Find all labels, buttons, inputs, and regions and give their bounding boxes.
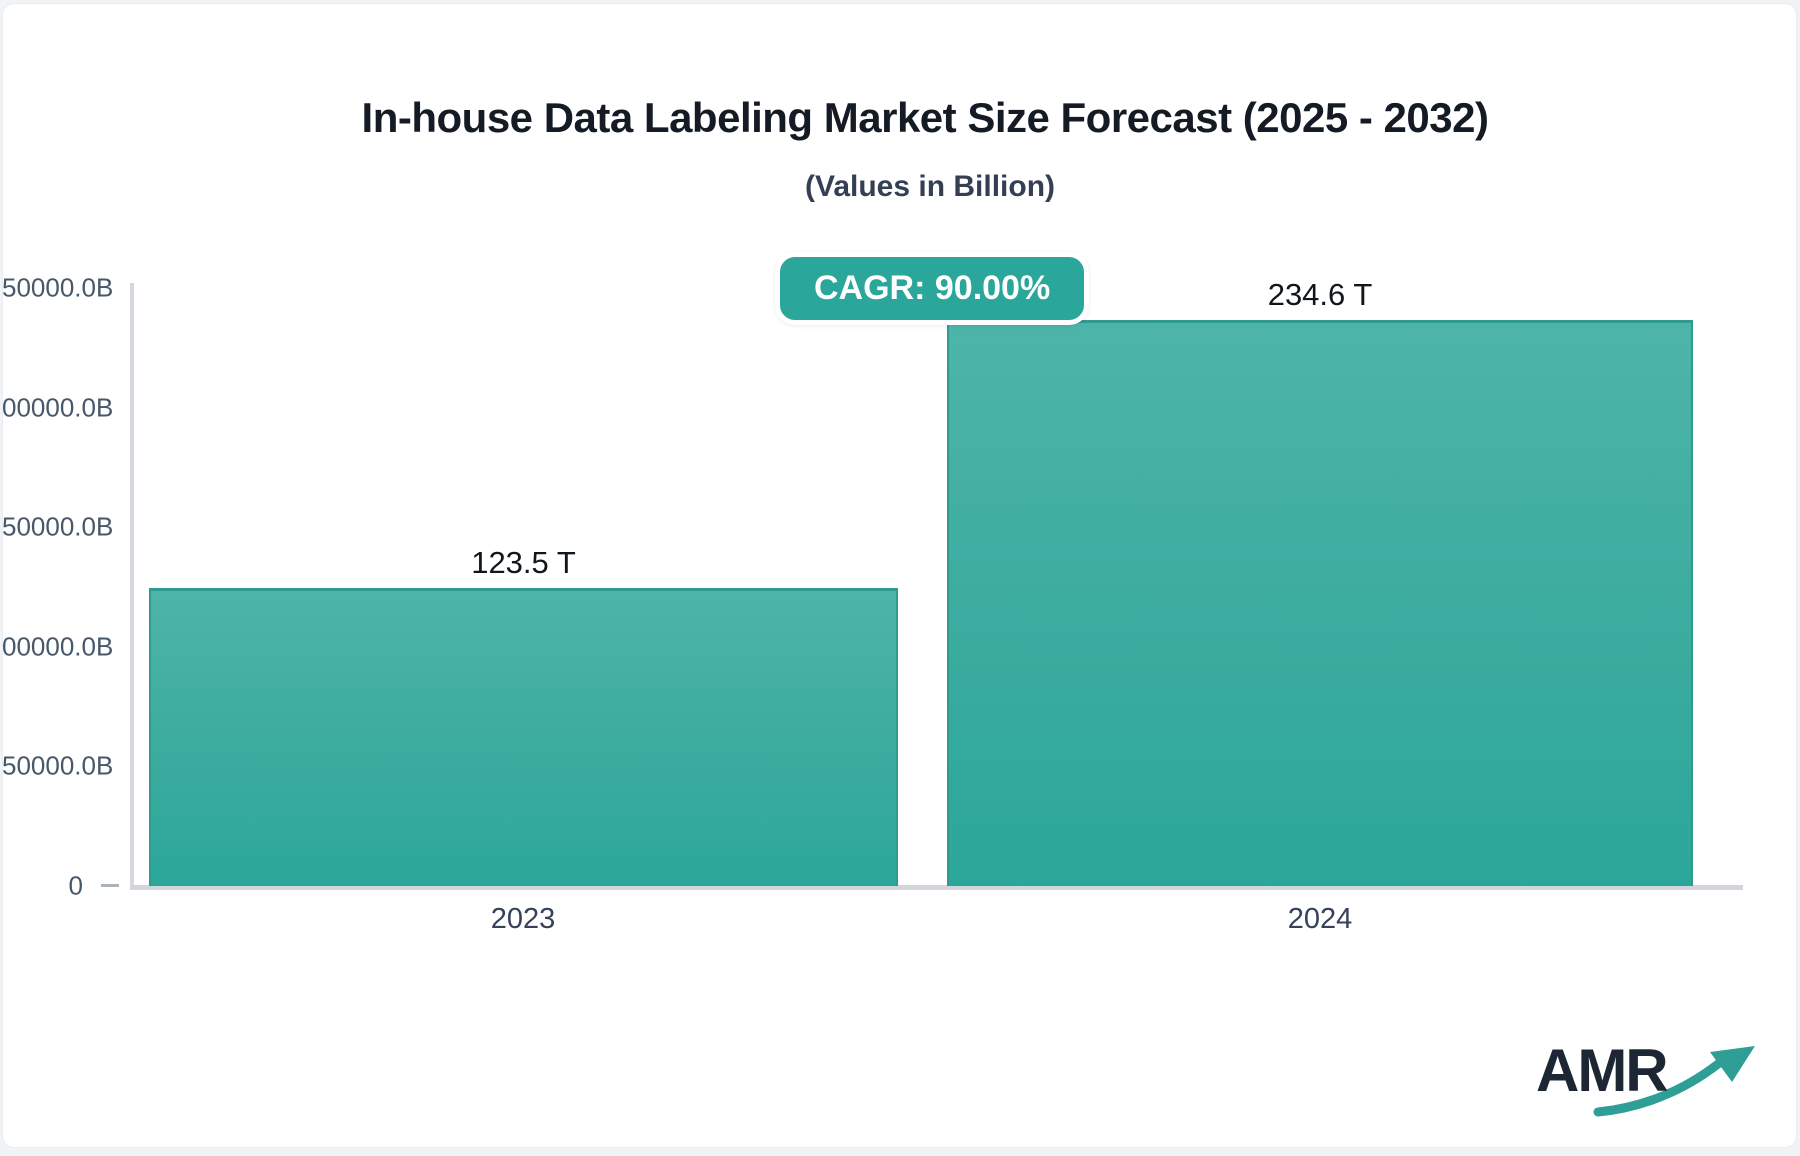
chart-subtitle: (Values in Billion) — [804, 170, 1056, 203]
plot-area: 123.5 T 234.6 T — [132, 277, 1743, 886]
y-axis-zero-tick-mark — [101, 884, 119, 887]
growth-arrow-icon — [1593, 1046, 1755, 1117]
bar-2024: 234.6 T — [947, 277, 1693, 886]
y-tick-label-200000: 00000.0B — [2, 392, 114, 423]
x-tick-label-2023: 2023 — [490, 903, 556, 935]
y-tick-label-100000: 00000.0B — [2, 631, 114, 662]
cagr-badge: CAGR: 90.00% — [775, 252, 1090, 325]
bar-value-label-2023: 123.5 T — [471, 545, 576, 581]
x-tick-label-2024: 2024 — [1287, 903, 1353, 935]
y-tick-label-zero: 0 — [68, 870, 83, 901]
y-axis-line — [130, 283, 134, 890]
amr-logo: AMR — [1528, 1028, 1768, 1124]
y-tick-label-50000: 50000.0B — [2, 750, 114, 781]
bar-2023: 123.5 T — [149, 545, 898, 886]
y-tick-label-150000: 50000.0B — [2, 511, 114, 542]
chart-title: In-house Data Labeling Market Size Forec… — [361, 94, 1489, 141]
x-axis-baseline — [130, 885, 1743, 890]
y-tick-label-250000: 50000.0B — [2, 272, 114, 303]
amr-logo-text: AMR — [1536, 1037, 1669, 1104]
bar-value-label-2024: 234.6 T — [1267, 277, 1373, 313]
